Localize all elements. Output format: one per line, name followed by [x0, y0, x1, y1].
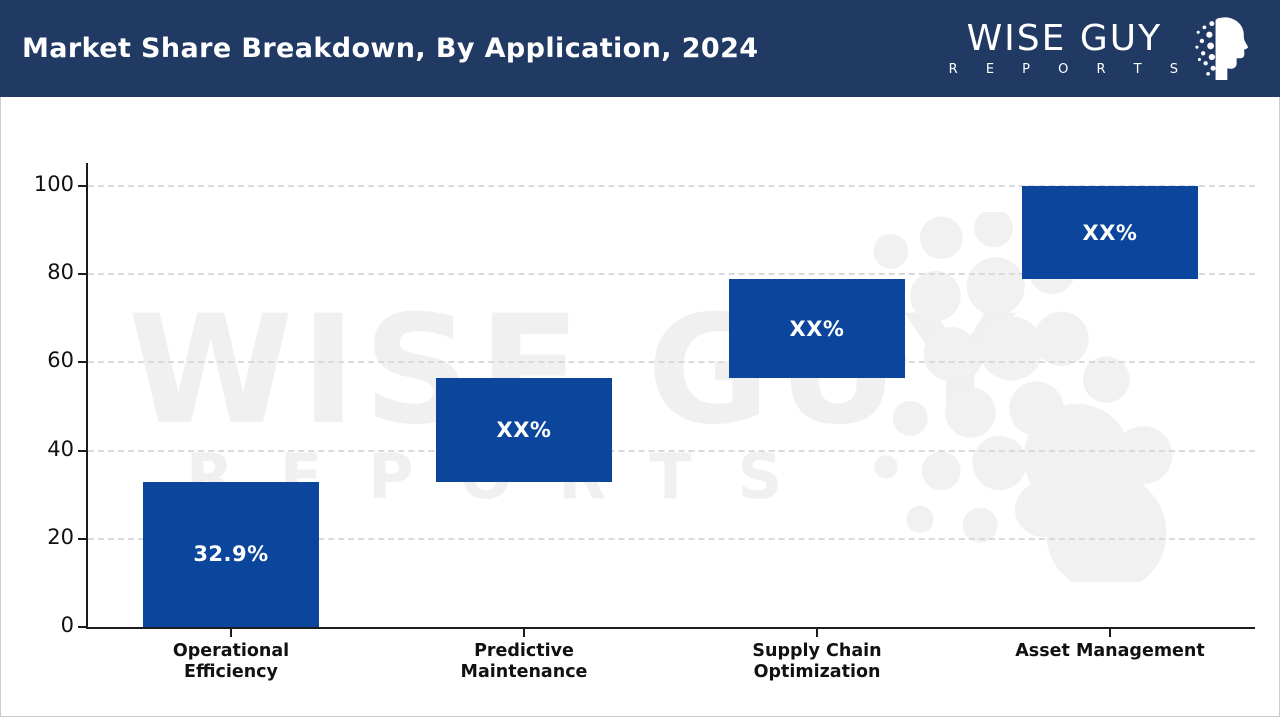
y-tick-label: 80	[47, 260, 74, 285]
gridline	[88, 273, 1255, 276]
page-border-bottom	[0, 716, 1280, 717]
dotted-head-icon	[1192, 9, 1254, 89]
page-border-left	[0, 97, 1, 717]
y-axis-spine	[86, 163, 88, 629]
y-tick-mark	[78, 185, 86, 187]
y-tick-label: 100	[33, 172, 74, 196]
y-tick-mark	[78, 449, 86, 452]
bar: XX%	[436, 378, 612, 482]
page-title: Market Share Breakdown, By Application, …	[22, 33, 759, 64]
gridline	[88, 185, 1255, 187]
bar-value-label: XX%	[1082, 220, 1138, 245]
x-axis-spine	[86, 627, 1255, 629]
x-tick-mark	[816, 629, 818, 637]
bar-value-label: XX%	[496, 418, 552, 443]
x-tick-label: Predictive Maintenance	[460, 641, 588, 683]
x-tick-mark	[523, 629, 525, 637]
bar: XX%	[1022, 186, 1198, 280]
y-tick-label: 40	[47, 436, 74, 461]
x-tick-mark	[230, 629, 232, 637]
bar: 32.9%	[143, 481, 319, 627]
x-tick-mark	[1109, 629, 1111, 637]
y-tick-label: 20	[47, 524, 74, 549]
y-tick-mark	[78, 273, 86, 276]
y-tick-mark	[78, 361, 86, 364]
y-tick-label: 0	[60, 613, 74, 637]
brand-subname: R E P O R T S	[948, 61, 1190, 77]
gridline	[88, 537, 1255, 540]
x-tick-label: Supply Chain Optimization	[752, 641, 882, 683]
bar-value-label: XX%	[789, 316, 845, 341]
x-tick-label: Asset Management	[1015, 641, 1205, 661]
bar: XX%	[729, 279, 905, 379]
x-tick-label: Operational Efficiency	[172, 641, 290, 683]
gridline	[88, 361, 1255, 364]
y-tick-mark	[78, 537, 86, 540]
brand-logo-text: WISE GUY R E P O R T S	[939, 17, 1190, 77]
brand-name: WISE GUY	[966, 17, 1163, 59]
y-tick-label: 60	[47, 348, 74, 373]
gridline	[88, 449, 1255, 452]
y-tick-mark	[78, 626, 86, 628]
header-bar: Market Share Breakdown, By Application, …	[0, 0, 1280, 97]
brand-logo: WISE GUY R E P O R T S	[939, 9, 1254, 89]
bar-value-label: 32.9%	[193, 542, 269, 567]
